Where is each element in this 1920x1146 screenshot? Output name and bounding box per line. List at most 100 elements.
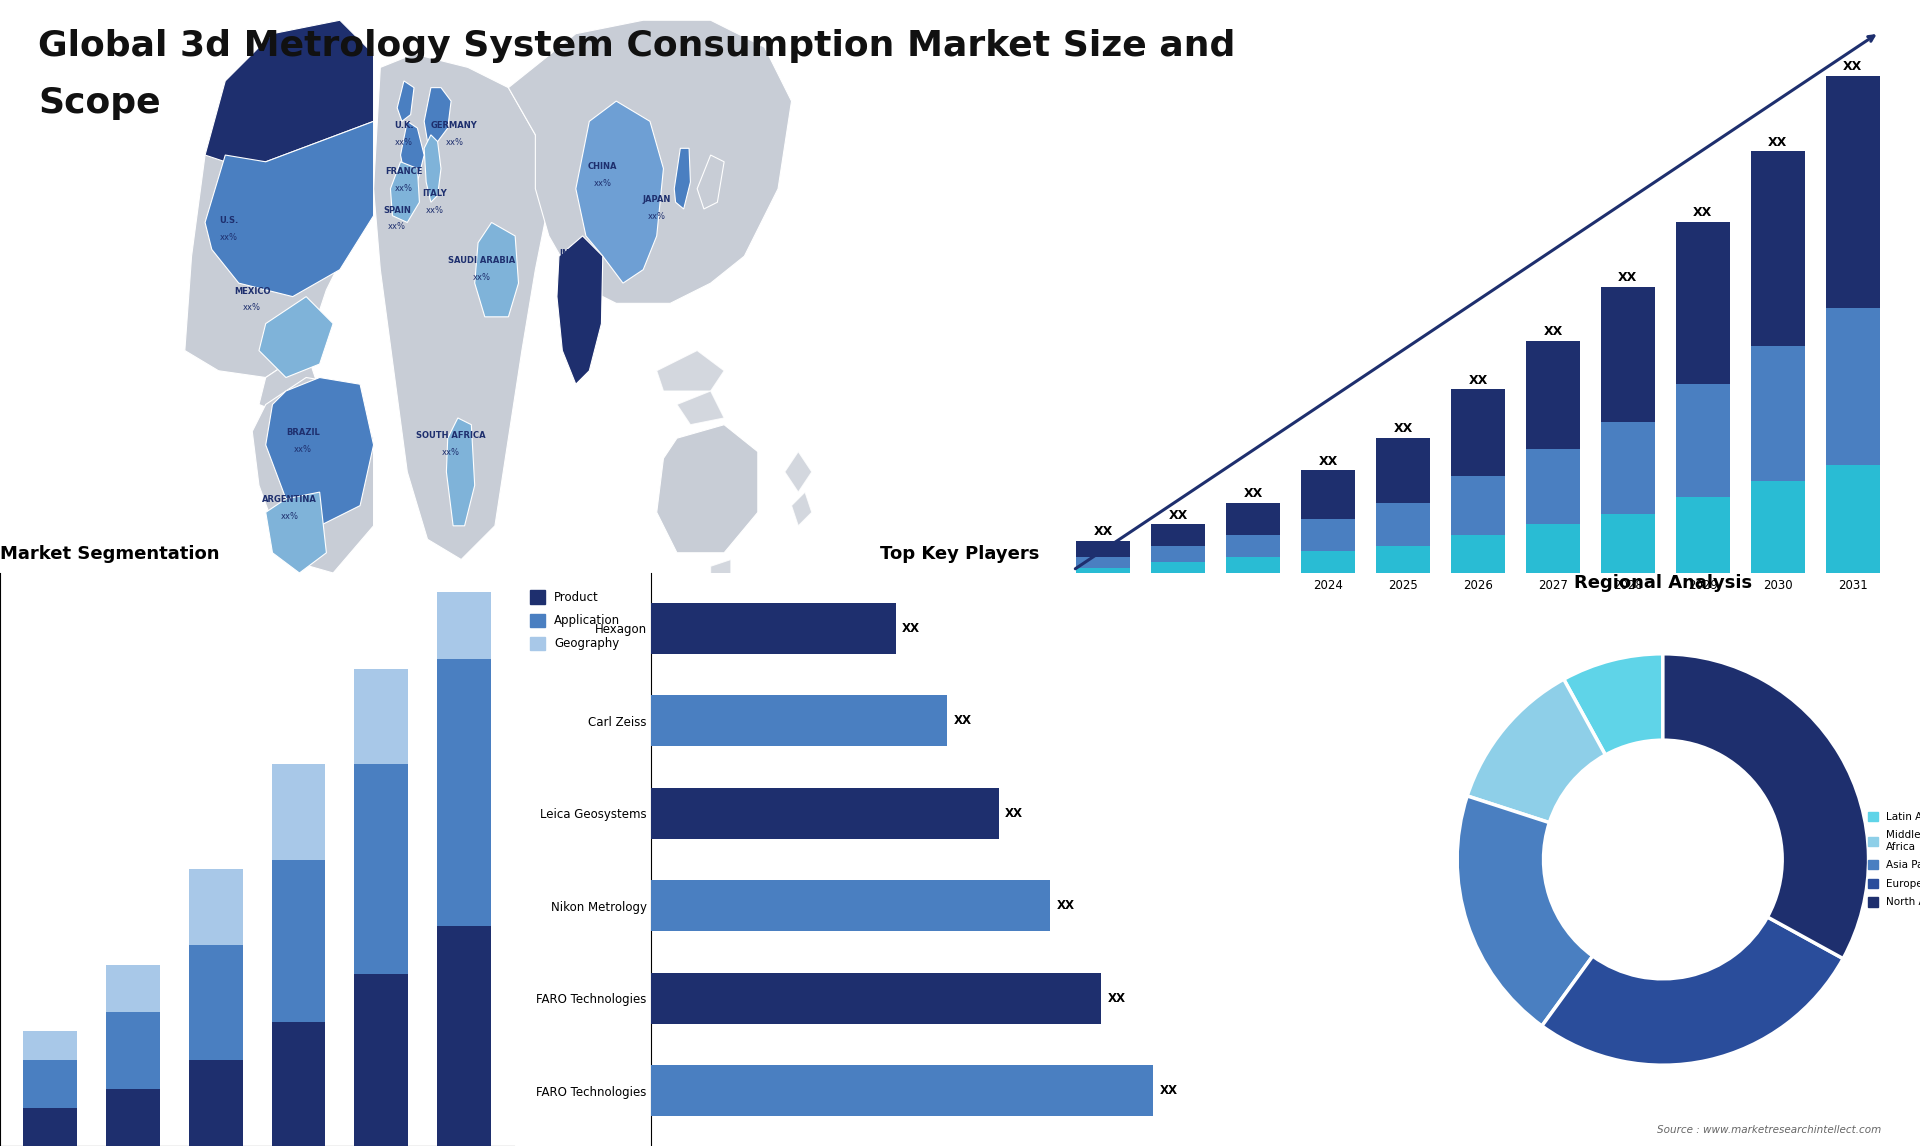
Bar (438, 926, 492, 1146)
Text: XX: XX (1394, 422, 1413, 435)
Polygon shape (657, 351, 724, 391)
Text: U.K.: U.K. (394, 121, 413, 131)
Bar (1676, 497, 1730, 573)
Text: BRAZIL: BRAZIL (286, 429, 319, 437)
Bar (1526, 340, 1580, 449)
Bar (438, 659, 492, 926)
Text: MARKET: MARKET (1803, 42, 1855, 53)
Text: XX: XX (1004, 807, 1023, 819)
Text: XX: XX (1319, 455, 1338, 468)
Polygon shape (674, 148, 691, 209)
Polygon shape (184, 21, 374, 377)
Bar (355, 974, 409, 1146)
Bar (271, 860, 324, 1022)
Legend: Latin America, Middle East &
Africa, Asia Pacific, Europe, North America: Latin America, Middle East & Africa, Asi… (1864, 808, 1920, 911)
Bar (1601, 286, 1655, 422)
Polygon shape (259, 351, 319, 418)
Polygon shape (259, 297, 334, 377)
Text: xx%: xx% (396, 139, 413, 147)
Text: XX: XX (1108, 991, 1125, 1005)
Bar (1150, 545, 1206, 563)
Text: INTELLECT: INTELLECT (1803, 100, 1855, 110)
Text: xx%: xx% (219, 233, 238, 242)
Bar (1227, 503, 1281, 535)
Bar (1601, 422, 1655, 513)
Bar (651, 603, 897, 654)
Bar (106, 1089, 159, 1146)
Bar (271, 1022, 324, 1146)
Text: XX: XX (1843, 60, 1862, 73)
Bar (1751, 151, 1805, 346)
Text: XX: XX (1092, 525, 1112, 537)
Polygon shape (252, 377, 374, 573)
Polygon shape (205, 121, 374, 297)
Bar (1377, 503, 1430, 545)
Bar (1150, 525, 1206, 545)
Polygon shape (509, 21, 791, 304)
Text: xx%: xx% (240, 121, 257, 131)
Polygon shape (576, 101, 664, 283)
Polygon shape (657, 425, 758, 552)
Bar (1150, 563, 1206, 573)
Polygon shape (785, 452, 812, 492)
Bar (1526, 449, 1580, 525)
Bar (1826, 308, 1880, 465)
Text: Global 3d Metrology System Consumption Market Size and: Global 3d Metrology System Consumption M… (38, 29, 1236, 63)
Text: GERMANY: GERMANY (432, 121, 478, 131)
Wedge shape (1563, 653, 1663, 755)
Title: Regional Analysis: Regional Analysis (1574, 574, 1751, 592)
Text: SOUTH AFRICA: SOUTH AFRICA (417, 431, 486, 440)
Text: XX: XX (1244, 487, 1263, 500)
Text: XX: XX (1056, 900, 1075, 912)
Polygon shape (265, 377, 374, 526)
Text: XX: XX (902, 622, 920, 635)
Polygon shape (791, 492, 812, 526)
Bar (23, 1060, 77, 1108)
Bar (1302, 519, 1356, 551)
Bar (1377, 438, 1430, 503)
Polygon shape (401, 121, 424, 182)
Wedge shape (1542, 917, 1843, 1066)
Bar (1075, 567, 1131, 573)
Polygon shape (265, 492, 326, 573)
Text: XX: XX (1160, 1084, 1177, 1097)
Bar (1526, 525, 1580, 573)
Bar (651, 787, 998, 839)
Text: xx%: xx% (472, 273, 490, 282)
Text: U.S.: U.S. (219, 215, 238, 225)
Bar (1075, 541, 1131, 557)
Text: XX: XX (1768, 135, 1788, 149)
Text: ARGENTINA: ARGENTINA (261, 495, 317, 504)
Wedge shape (1663, 653, 1868, 958)
Bar (438, 592, 492, 659)
Text: Scope: Scope (38, 86, 161, 120)
Circle shape (1544, 740, 1782, 979)
Bar (1452, 390, 1505, 476)
Bar (188, 945, 242, 1060)
Bar (1826, 465, 1880, 573)
Text: xx%: xx% (647, 212, 666, 221)
Bar (1676, 384, 1730, 497)
Bar (1452, 476, 1505, 535)
Bar (188, 869, 242, 945)
Text: XX: XX (1693, 206, 1713, 219)
Text: xx%: xx% (424, 205, 444, 214)
Bar (271, 764, 324, 860)
Text: xx%: xx% (442, 448, 461, 457)
Text: Source : www.marketresearchintellect.com: Source : www.marketresearchintellect.com (1657, 1124, 1882, 1135)
Text: XX: XX (1469, 374, 1488, 386)
Bar (1227, 535, 1281, 557)
Text: INDIA: INDIA (559, 250, 586, 259)
Text: SAUDI ARABIA: SAUDI ARABIA (447, 257, 515, 265)
Bar (1751, 481, 1805, 573)
Bar (106, 965, 159, 1012)
Legend: Product, Application, Geography: Product, Application, Geography (530, 590, 620, 651)
Text: xx%: xx% (294, 445, 311, 454)
Polygon shape (397, 81, 415, 121)
Bar (1302, 470, 1356, 519)
Bar (23, 1031, 77, 1060)
Text: CHINA: CHINA (588, 162, 618, 171)
Text: xx%: xx% (593, 179, 612, 188)
Text: Market Segmentation: Market Segmentation (0, 545, 219, 563)
Polygon shape (374, 54, 549, 559)
